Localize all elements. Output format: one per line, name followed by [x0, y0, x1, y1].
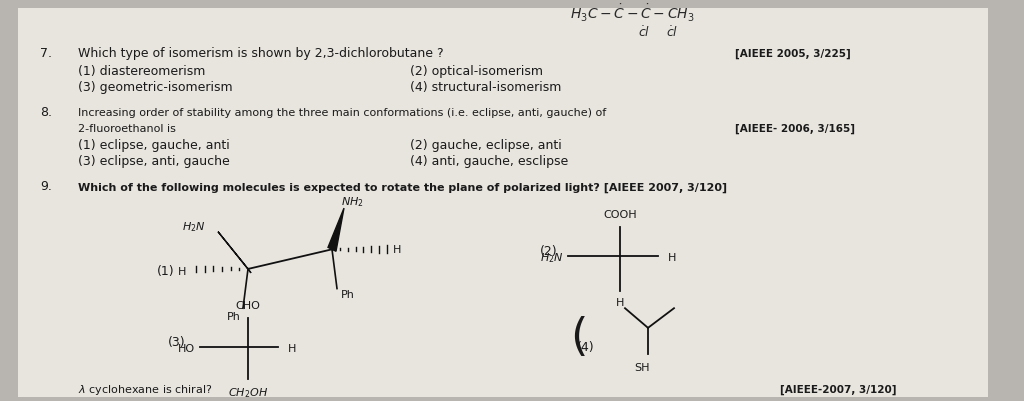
- Text: (1): (1): [158, 265, 175, 278]
- Text: $NH_2$: $NH_2$: [341, 195, 364, 209]
- Text: (4): (4): [577, 341, 595, 354]
- Text: CHO: CHO: [236, 301, 260, 311]
- Text: Which type of isomerism is shown by 2,3-dichlorobutane ?: Which type of isomerism is shown by 2,3-…: [78, 47, 443, 60]
- Text: $H_2N$: $H_2N$: [182, 220, 206, 234]
- Text: Which of the following molecules is expected to rotate the plane of polarized li: Which of the following molecules is expe…: [78, 182, 727, 193]
- Text: (2): (2): [540, 245, 558, 258]
- Text: (3) geometric-isomerism: (3) geometric-isomerism: [78, 81, 232, 94]
- Text: (3): (3): [168, 336, 185, 349]
- Text: HO: HO: [177, 344, 195, 354]
- Text: $H_3C - \dot{C} - \dot{C} - CH_3$: $H_3C - \dot{C} - \dot{C} - CH_3$: [570, 3, 694, 24]
- Text: (: (: [570, 316, 588, 359]
- Text: (4) structural-isomerism: (4) structural-isomerism: [410, 81, 561, 94]
- Text: H: H: [393, 245, 401, 255]
- Text: H: H: [178, 267, 186, 277]
- Text: 9.: 9.: [40, 180, 52, 193]
- Polygon shape: [218, 232, 251, 273]
- Text: Increasing order of stability among the three main conformations (i.e. eclipse, : Increasing order of stability among the …: [78, 108, 606, 118]
- Text: [AIEEE 2005, 3/225]: [AIEEE 2005, 3/225]: [735, 49, 851, 59]
- Text: H: H: [615, 298, 625, 308]
- Text: $\dot{c}l$: $\dot{c}l$: [638, 26, 650, 41]
- Text: $\dot{c}l$: $\dot{c}l$: [666, 26, 678, 41]
- Text: SH: SH: [634, 363, 650, 373]
- Text: 2-fluoroethanol is: 2-fluoroethanol is: [78, 124, 176, 134]
- Text: H: H: [668, 253, 676, 263]
- Text: (1) eclipse, gauche, anti: (1) eclipse, gauche, anti: [78, 139, 229, 152]
- Text: Ph: Ph: [341, 290, 355, 300]
- Text: 8.: 8.: [40, 106, 52, 119]
- Text: Ph: Ph: [227, 312, 241, 322]
- Text: (2) gauche, eclipse, anti: (2) gauche, eclipse, anti: [410, 139, 562, 152]
- Text: $CH_2OH$: $CH_2OH$: [228, 386, 268, 399]
- Text: [AIEEE- 2006, 3/165]: [AIEEE- 2006, 3/165]: [735, 124, 855, 134]
- Text: H: H: [288, 344, 296, 354]
- Polygon shape: [328, 208, 344, 251]
- Text: (1) diastereomerism: (1) diastereomerism: [78, 65, 206, 78]
- Text: $H_2N$: $H_2N$: [541, 251, 564, 265]
- Text: 7.: 7.: [40, 47, 52, 60]
- Text: (2) optical-isomerism: (2) optical-isomerism: [410, 65, 543, 78]
- Text: $\lambda$ cyclohexane is chiral?: $\lambda$ cyclohexane is chiral?: [78, 383, 212, 397]
- Text: (4) anti, gauche, esclipse: (4) anti, gauche, esclipse: [410, 155, 568, 168]
- Text: COOH: COOH: [603, 210, 637, 220]
- FancyBboxPatch shape: [18, 8, 988, 397]
- Text: [AIEEE-2007, 3/120]: [AIEEE-2007, 3/120]: [780, 385, 896, 395]
- Text: (3) eclipse, anti, gauche: (3) eclipse, anti, gauche: [78, 155, 229, 168]
